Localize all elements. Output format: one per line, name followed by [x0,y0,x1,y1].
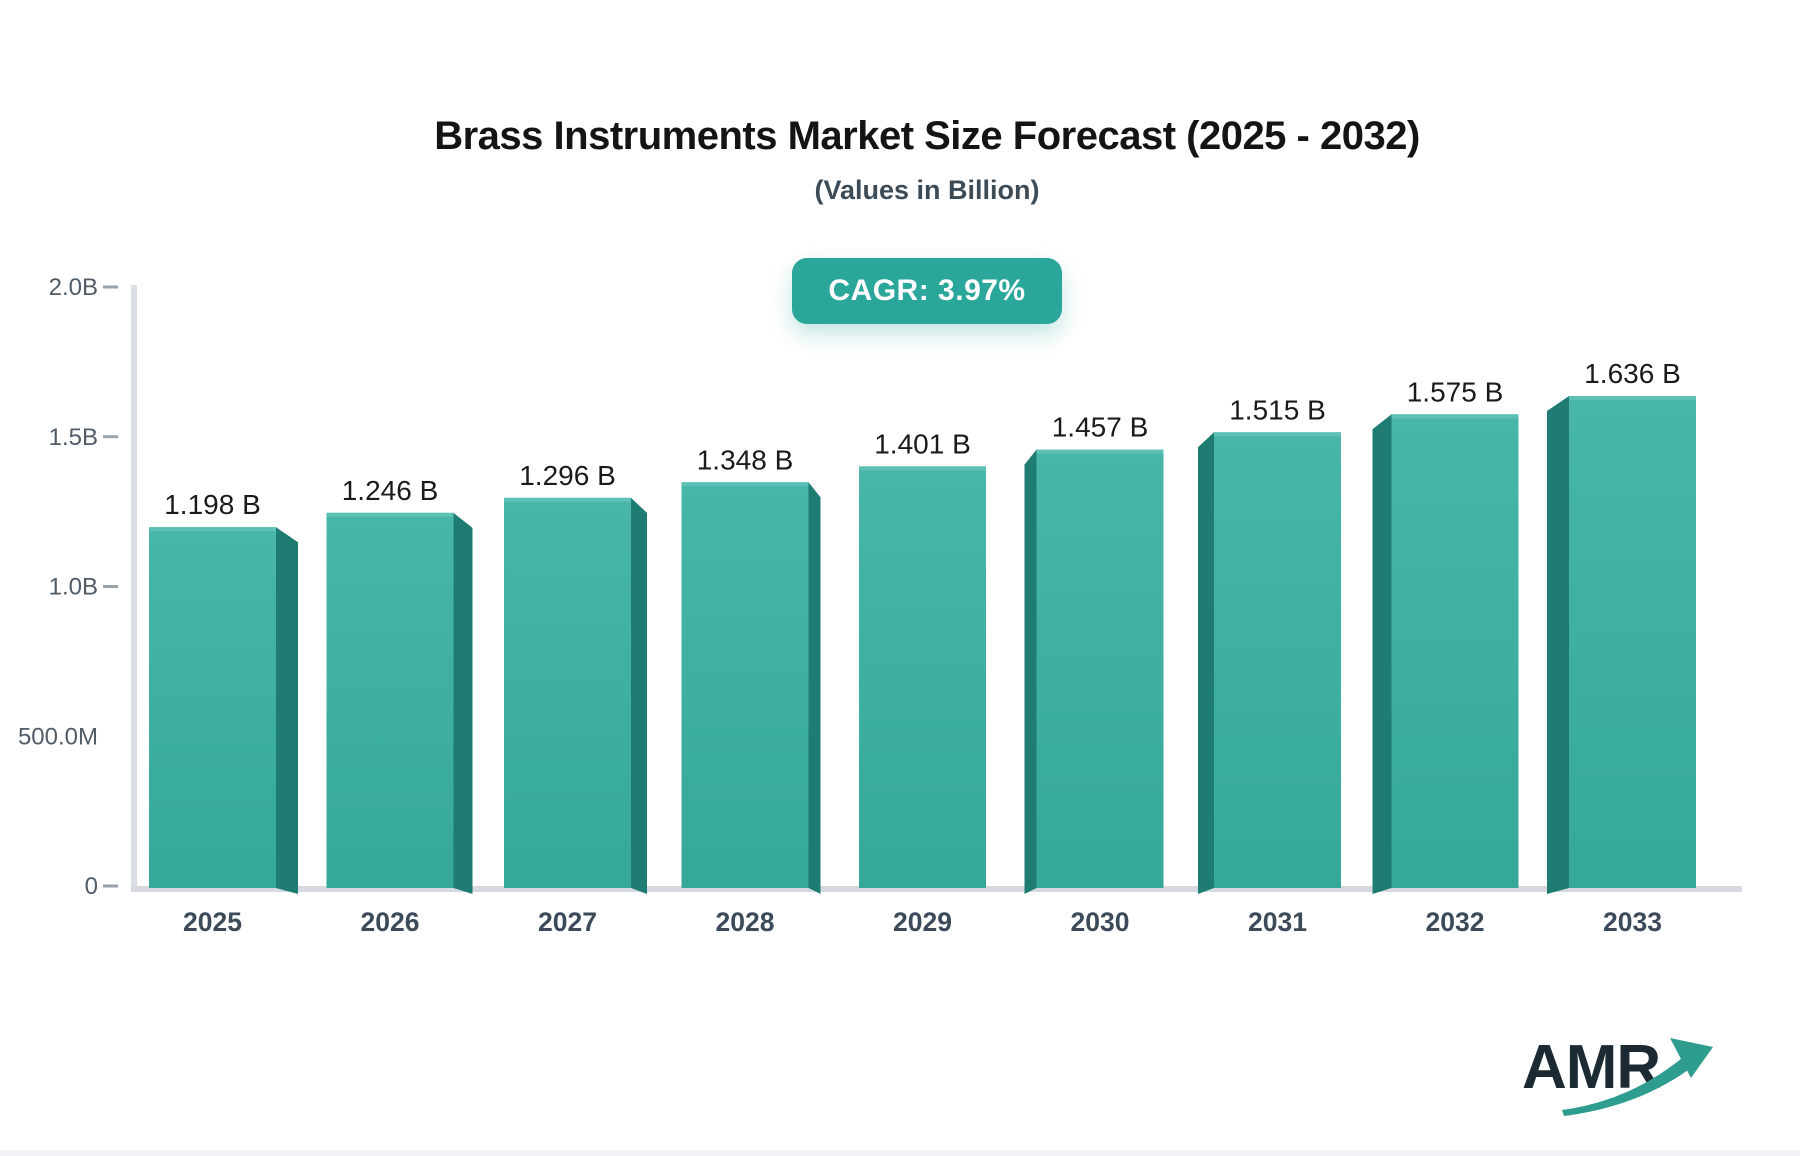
bar-top-highlight [326,512,454,517]
bar-2033[interactable]: 1.636 B [1547,358,1696,894]
bar-front-face [1569,396,1696,888]
bar-side-face [631,497,647,894]
bar-value-label: 1.198 B [164,489,261,520]
bar-top-highlight [504,497,631,502]
bar-top-highlight [681,482,809,487]
bar-top-highlight [149,527,276,532]
bar-top-highlight [1036,449,1164,454]
y-tick-dash-2 [103,585,118,588]
amr-logo: AMR [1522,1032,1722,1118]
x-axis-label-2031: 2031 [1248,907,1307,937]
page-bottom-edge [0,1150,1800,1156]
chart-subtitle: (Values in Billion) [814,175,1040,205]
bar-2032[interactable]: 1.575 B [1372,376,1519,894]
x-axis-label-2025: 2025 [183,907,242,937]
bar-value-label: 1.348 B [697,444,794,475]
y-axis-label-1.0B: 1.0B [49,574,98,601]
bar-side-face [1024,449,1037,894]
bar-side-face [1198,432,1214,894]
bar-front-face [859,466,986,888]
chart-title: Brass Instruments Market Size Forecast (… [434,114,1420,158]
y-axis-label-2.0B: 2.0B [49,274,98,301]
bar-2025[interactable]: 1.198 B [149,489,298,894]
chart-header: Brass Instruments Market Size Forecast (… [54,112,1800,324]
x-axis-label-2028: 2028 [716,907,775,937]
bar-value-label: 1.575 B [1407,376,1504,407]
cagr-badge: CAGR: 3.97% [792,258,1062,324]
x-axis-label-2026: 2026 [361,907,420,937]
y-axis-label-0: 0 [85,873,98,900]
bar-side-face [808,482,821,894]
bar-front-face [1214,432,1341,888]
bar-value-label: 1.636 B [1584,358,1681,389]
bar-top-highlight [1391,414,1519,419]
y-tick-dash-1 [103,435,118,439]
x-axis-baseline [131,886,1742,892]
bar-top-highlight [1569,396,1696,401]
x-axis-label-2033: 2033 [1603,907,1662,937]
x-axis-label-2027: 2027 [538,907,597,937]
bar-2030[interactable]: 1.457 B [1024,412,1164,894]
y-tick-dash-0 [103,285,118,289]
y-tick-dash-4 [103,884,118,888]
bar-value-label: 1.515 B [1229,394,1326,425]
bar-side-face [453,512,473,894]
y-axis-line [131,285,137,892]
logo-growth-arrow-icon [1562,1038,1713,1116]
bar-value-label: 1.246 B [342,475,439,506]
bar-front-face [326,512,454,888]
bar-value-label: 1.401 B [874,428,971,459]
bar-value-label: 1.296 B [519,460,616,491]
y-axis-label-500.0M: 500.0M [18,723,98,750]
bar-2028[interactable]: 1.348 B [681,444,821,894]
y-axis-label-1.5B: 1.5B [49,424,98,451]
x-axis-label-2030: 2030 [1071,907,1130,937]
bar-side-face [1372,414,1392,894]
bar-side-face [1547,396,1569,894]
bar-side-face [276,527,298,894]
bar-2031[interactable]: 1.515 B [1198,394,1341,894]
x-axis-label-2032: 2032 [1426,907,1485,937]
bar-2026[interactable]: 1.246 B [326,475,473,894]
bar-top-highlight [1214,432,1341,437]
bar-2027[interactable]: 1.296 B [504,460,647,894]
bar-top-highlight [859,466,986,471]
bar-front-face [681,482,809,888]
bar-value-label: 1.457 B [1052,412,1149,443]
bar-front-face [504,497,631,888]
bar-2029[interactable]: 1.401 B [859,428,986,888]
bar-front-face [1036,449,1164,888]
bar-front-face [1391,414,1519,888]
bar-front-face [149,527,276,888]
x-axis-label-2029: 2029 [893,907,952,937]
